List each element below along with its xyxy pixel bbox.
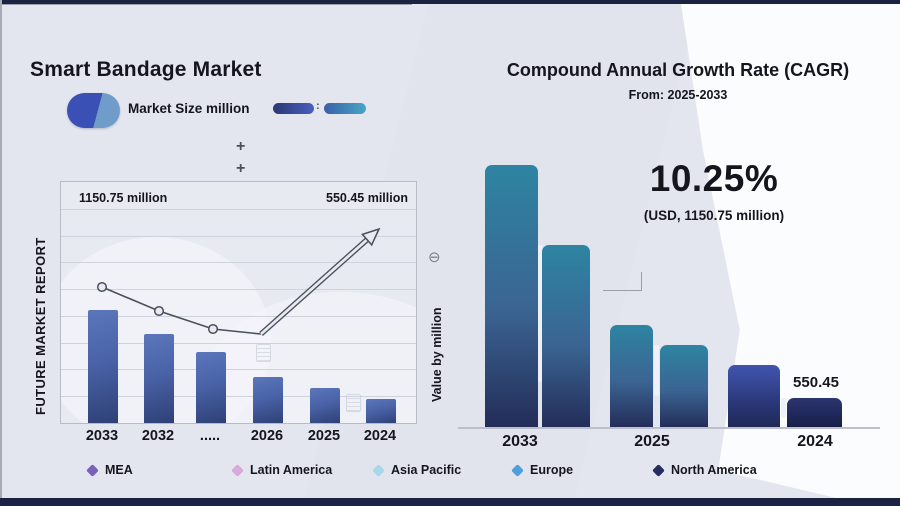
x-axis-label: 2026 <box>250 428 284 444</box>
gridline <box>61 315 416 317</box>
right-chart-baseline <box>458 427 880 429</box>
legend-label: Latin America <box>250 463 333 477</box>
x-axis-label: 2032 <box>141 428 175 444</box>
bar <box>728 365 780 428</box>
right-chart-subtitle: From: 2025-2033 <box>628 88 728 102</box>
annotation-right: 550.45 million <box>326 191 408 205</box>
plus-icon: + <box>236 160 246 177</box>
legend-diamond-icon <box>652 463 665 477</box>
bar <box>787 398 842 428</box>
bar <box>144 334 174 423</box>
legend-item: Europe <box>511 463 574 477</box>
bar-gap <box>538 245 542 382</box>
bottom-accent-bar <box>0 498 900 506</box>
gradient-pill-icon-1 <box>273 103 314 114</box>
legend-diamond-icon <box>231 463 244 477</box>
circled-minus-icon: ⊖ <box>428 249 441 266</box>
trend-line-arrow <box>96 227 381 337</box>
legend-diamond-icon <box>86 463 99 477</box>
gridline <box>61 262 416 264</box>
legend-diamond-icon <box>511 463 524 477</box>
x-axis-label: 2024 <box>797 433 833 450</box>
cagr-value: 10.25% <box>649 158 779 199</box>
bar <box>485 165 538 428</box>
x-axis-label: 2024 <box>363 428 397 444</box>
legend-label: Europe <box>530 463 574 477</box>
bar <box>88 310 118 423</box>
watermark-icon <box>256 344 271 362</box>
legend-label: MEA <box>105 463 133 477</box>
gridline <box>61 342 416 344</box>
bar <box>310 388 340 423</box>
bar-gap <box>781 398 786 418</box>
bar <box>196 352 226 423</box>
top-border-line <box>0 4 412 5</box>
legend-item: MEA <box>86 463 133 477</box>
x-axis-label: 2033 <box>85 428 119 444</box>
x-axis-label: ..... <box>199 428 221 444</box>
gradient-pill-icon-2 <box>324 103 366 114</box>
annotation-left: 1150.75 million <box>79 191 168 205</box>
legend-item: Asia Pacific <box>372 463 462 477</box>
value-data-label: 550.45 <box>793 374 839 391</box>
legend-diamond-icon <box>372 463 385 477</box>
legend-item: North America <box>652 463 757 477</box>
left-chart-y-axis-label: FUTURE MARKET REPORT <box>33 237 48 415</box>
page-title: Smart Bandage Market <box>30 58 262 81</box>
plus-icon: + <box>236 138 246 155</box>
gridline <box>61 289 416 291</box>
cagr-detail: (USD, 1150.75 million) <box>643 208 785 223</box>
gridline <box>61 235 416 237</box>
callout-bracket <box>603 272 642 291</box>
bar <box>610 325 653 428</box>
legend-item: Latin America <box>231 463 333 477</box>
x-axis-label: 2025 <box>634 433 670 450</box>
pill-separator: : <box>316 100 320 112</box>
right-chart-title: Compound Annual Growth Rate (CAGR) <box>506 60 850 80</box>
right-chart-y-axis-label: Value by million <box>430 307 444 403</box>
watermark-icon <box>346 394 361 412</box>
legend-label: Asia Pacific <box>391 463 462 477</box>
bar <box>253 377 283 423</box>
left-border-line <box>0 0 2 506</box>
legend-label: North America <box>671 463 757 477</box>
x-axis-label: 2025 <box>307 428 341 444</box>
bar <box>542 245 590 428</box>
market-size-capsule-icon <box>67 93 120 128</box>
left-chart-plot: 1150.75 million 550.45 million <box>60 181 417 424</box>
gridline <box>61 208 416 210</box>
gridline <box>61 396 416 398</box>
gridline <box>61 369 416 371</box>
market-size-label: Market Size million <box>128 101 250 116</box>
bar-gap <box>654 345 659 396</box>
bar <box>366 399 396 423</box>
x-axis-label: 2033 <box>502 433 538 450</box>
bar <box>660 345 708 428</box>
top-accent-bar <box>0 0 900 4</box>
